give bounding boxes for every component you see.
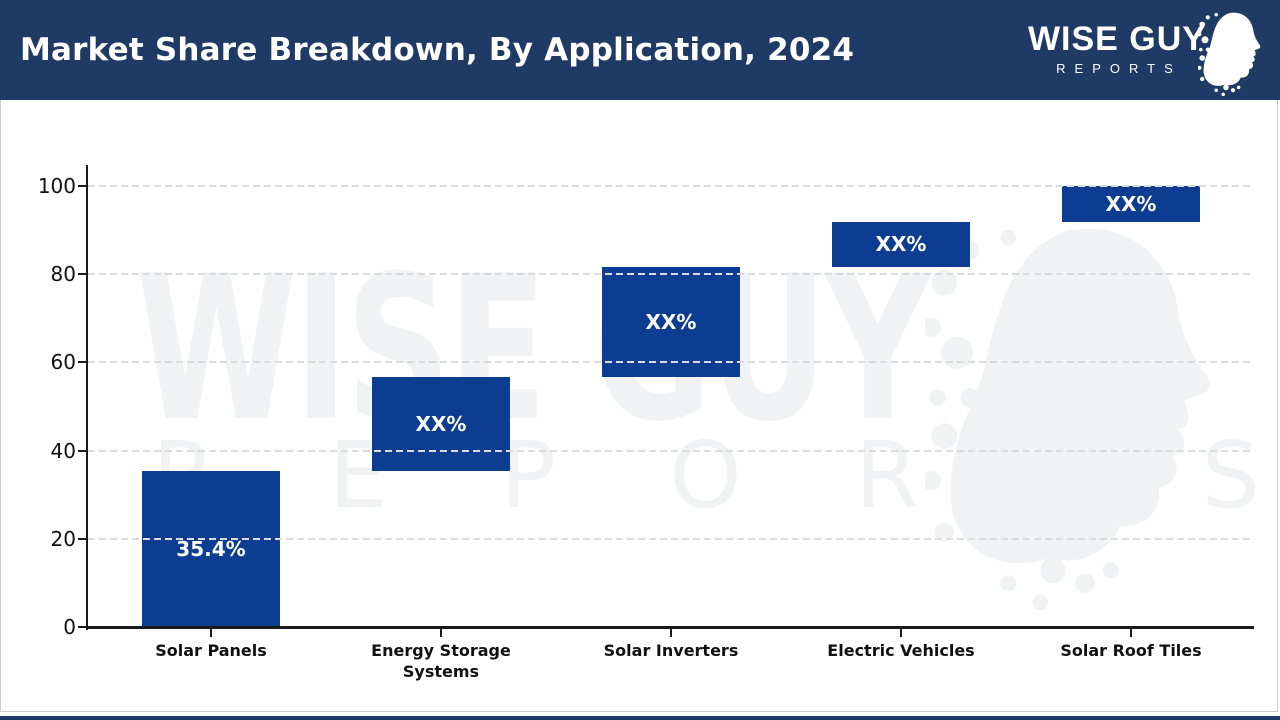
bar-value-label: XX% [875,232,927,257]
category-label-3: Solar Inverters [603,641,739,660]
y-axis-line [86,165,88,630]
logo-reports-text: REPORTS [1056,61,1182,76]
face-profile-dots-icon [1198,12,1261,97]
category-label-1: Solar Panels [155,641,267,660]
footer-strip [0,716,1280,720]
x-tick-mark [670,629,672,637]
category-label-2: Energy Storage Systems [371,641,511,681]
waterfall-bar-1 [142,470,280,627]
bar-value-label: 35.4% [176,536,246,561]
x-tick-mark [1130,629,1132,637]
category-label-4: Electric Vehicles [827,641,975,660]
y-tick-label: 20 [50,526,76,551]
y-tick-mark [78,273,86,276]
waterfall-bar-4 [832,221,970,268]
wiseguy-logo: WISE GUY REPORTS [1018,4,1268,97]
gridline-60 [88,361,1254,364]
y-tick-label: 80 [50,262,76,287]
bar-value-label: XX% [415,411,467,436]
y-tick-mark [78,537,86,540]
x-tick-mark [440,629,442,637]
gridline-80 [88,273,1254,276]
logo-wordmark: WISE GUY REPORTS [1028,20,1206,76]
waterfall-bar-5 [1062,186,1200,222]
bar-value-label: XX% [1105,191,1157,216]
bar-value-label: XX% [645,310,697,335]
x-tick-mark [210,629,212,637]
y-tick-label: 100 [37,174,76,198]
x-tick-mark [900,629,902,637]
gridline-40 [88,449,1254,452]
waterfall-bar-2 [372,376,510,471]
category-label-5: Solar Roof Tiles [1060,641,1202,660]
y-tick-label: 0 [63,615,76,639]
y-tick-mark [78,185,86,187]
y-tick-label: 60 [50,350,76,375]
y-tick-mark [78,449,86,452]
gridline-20 [88,537,1254,540]
logo-wiseguy-text: WISE GUY [1027,20,1206,58]
y-tick-mark [78,361,86,364]
gridline-100 [88,185,1254,187]
y-tick-label: 40 [50,438,76,463]
y-tick-mark [78,626,86,628]
header-band: Market Share Breakdown, By Application, … [0,0,1280,100]
page-title: Market Share Breakdown, By Application, … [20,32,855,68]
x-axis-line [86,626,1254,629]
waterfall-bar-3 [602,267,740,377]
